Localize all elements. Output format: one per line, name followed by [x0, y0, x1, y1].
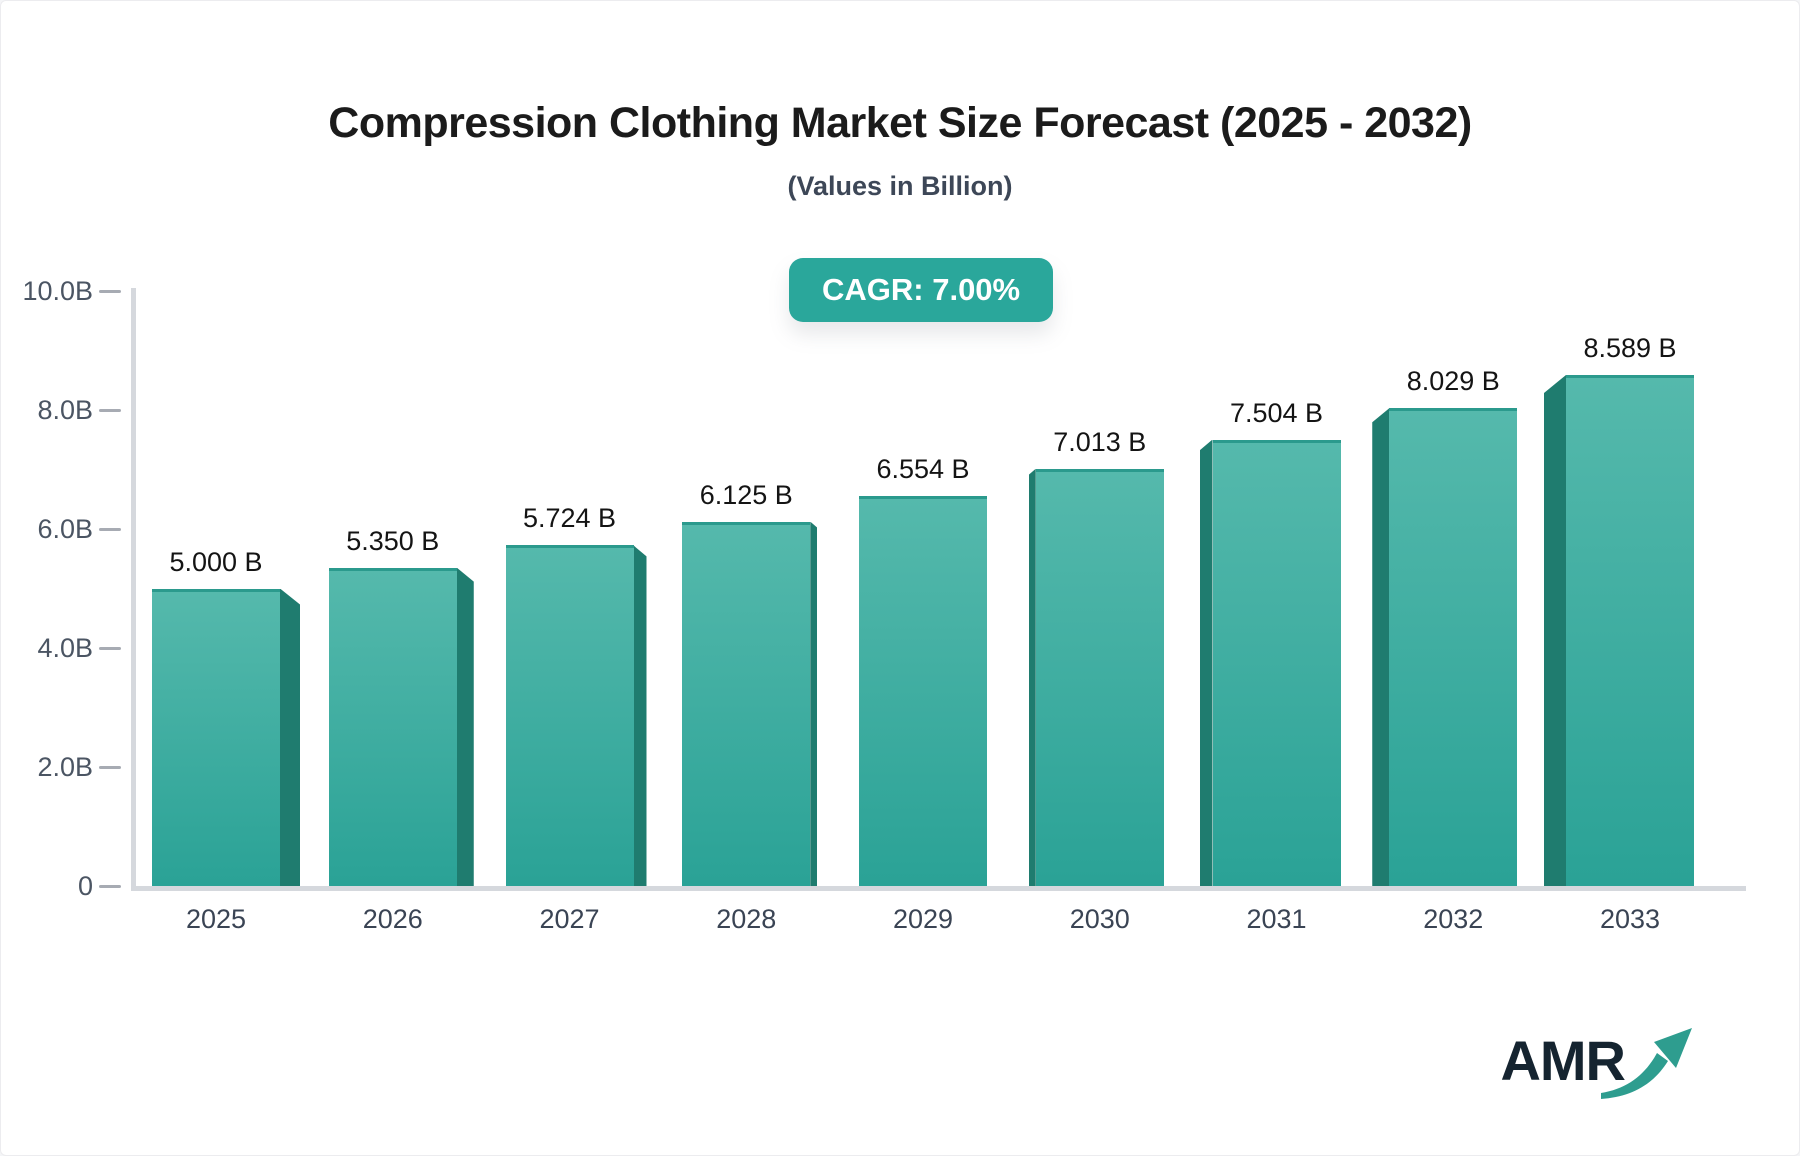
bar-2030	[1035, 468, 1164, 886]
y-axis-label: 0	[77, 871, 93, 901]
bar-side-face	[1028, 468, 1036, 886]
bar-value-label: 5.350 B	[346, 525, 440, 556]
y-axis-tick	[99, 528, 121, 531]
x-axis-label: 2032	[1423, 904, 1484, 934]
y-axis-label: 4.0B	[37, 633, 93, 663]
x-axis-label: 2025	[185, 904, 247, 934]
cagr-badge: CAGR: 7.00%	[789, 258, 1054, 322]
x-axis-label: 2031	[1246, 904, 1307, 934]
bar-side-face	[456, 567, 474, 886]
x-axis-label: 2030	[1069, 904, 1130, 934]
bar-side-face	[810, 521, 818, 886]
bar-2028	[682, 521, 811, 886]
y-axis-label: 8.0B	[37, 395, 93, 425]
bar-side-face	[633, 545, 647, 886]
y-axis-label: 6.0B	[37, 514, 93, 544]
x-axis-label: 2033	[1599, 904, 1661, 934]
y-axis-label: 2.0B	[37, 752, 93, 782]
bar-2026	[328, 567, 457, 886]
x-axis-line	[131, 886, 1746, 891]
chart-title: Compression Clothing Market Size Forecas…	[328, 99, 1472, 147]
bar-value-label: 6.125 B	[699, 479, 793, 510]
bar-side-face	[1372, 408, 1390, 886]
x-axis-label: 2027	[539, 904, 600, 934]
bar-side-face	[280, 588, 300, 886]
bar-value-label: 5.724 B	[522, 503, 617, 534]
bar-2025	[152, 588, 280, 886]
bar-value-label: 6.554 B	[876, 454, 970, 485]
y-axis-tick	[99, 290, 121, 293]
amr-logo-text: AMR	[1500, 1029, 1626, 1092]
amr-logo: AMR	[1500, 1028, 1699, 1103]
growth-arrow-icon	[1601, 1028, 1692, 1099]
bar-value-label: 8.589 B	[1583, 332, 1677, 363]
bar-value-label: 7.013 B	[1053, 426, 1147, 457]
bar-value-label: 5.000 B	[169, 546, 263, 577]
bar-side-face	[1544, 374, 1566, 886]
chart-subtitle: (Values in Billion)	[787, 171, 1013, 201]
x-axis-label: 2028	[716, 904, 777, 934]
y-axis-line	[131, 288, 136, 886]
bar-value-label: 8.029 B	[1406, 366, 1500, 397]
bar-2033	[1566, 374, 1694, 886]
y-axis-label: 10.0B	[22, 276, 93, 306]
y-axis-tick	[99, 409, 121, 412]
bar-side-face	[1199, 439, 1213, 886]
bar-2032	[1389, 408, 1518, 886]
bar-2027	[505, 545, 634, 886]
y-axis-tick	[99, 885, 121, 888]
y-axis-tick	[99, 647, 121, 650]
bar-value-label: 7.504 B	[1229, 397, 1324, 428]
x-axis-label: 2029	[892, 904, 954, 934]
x-axis-label: 2026	[362, 904, 423, 934]
bar-2031	[1212, 439, 1341, 886]
y-axis-tick	[99, 766, 121, 769]
bar-2029	[859, 496, 987, 886]
